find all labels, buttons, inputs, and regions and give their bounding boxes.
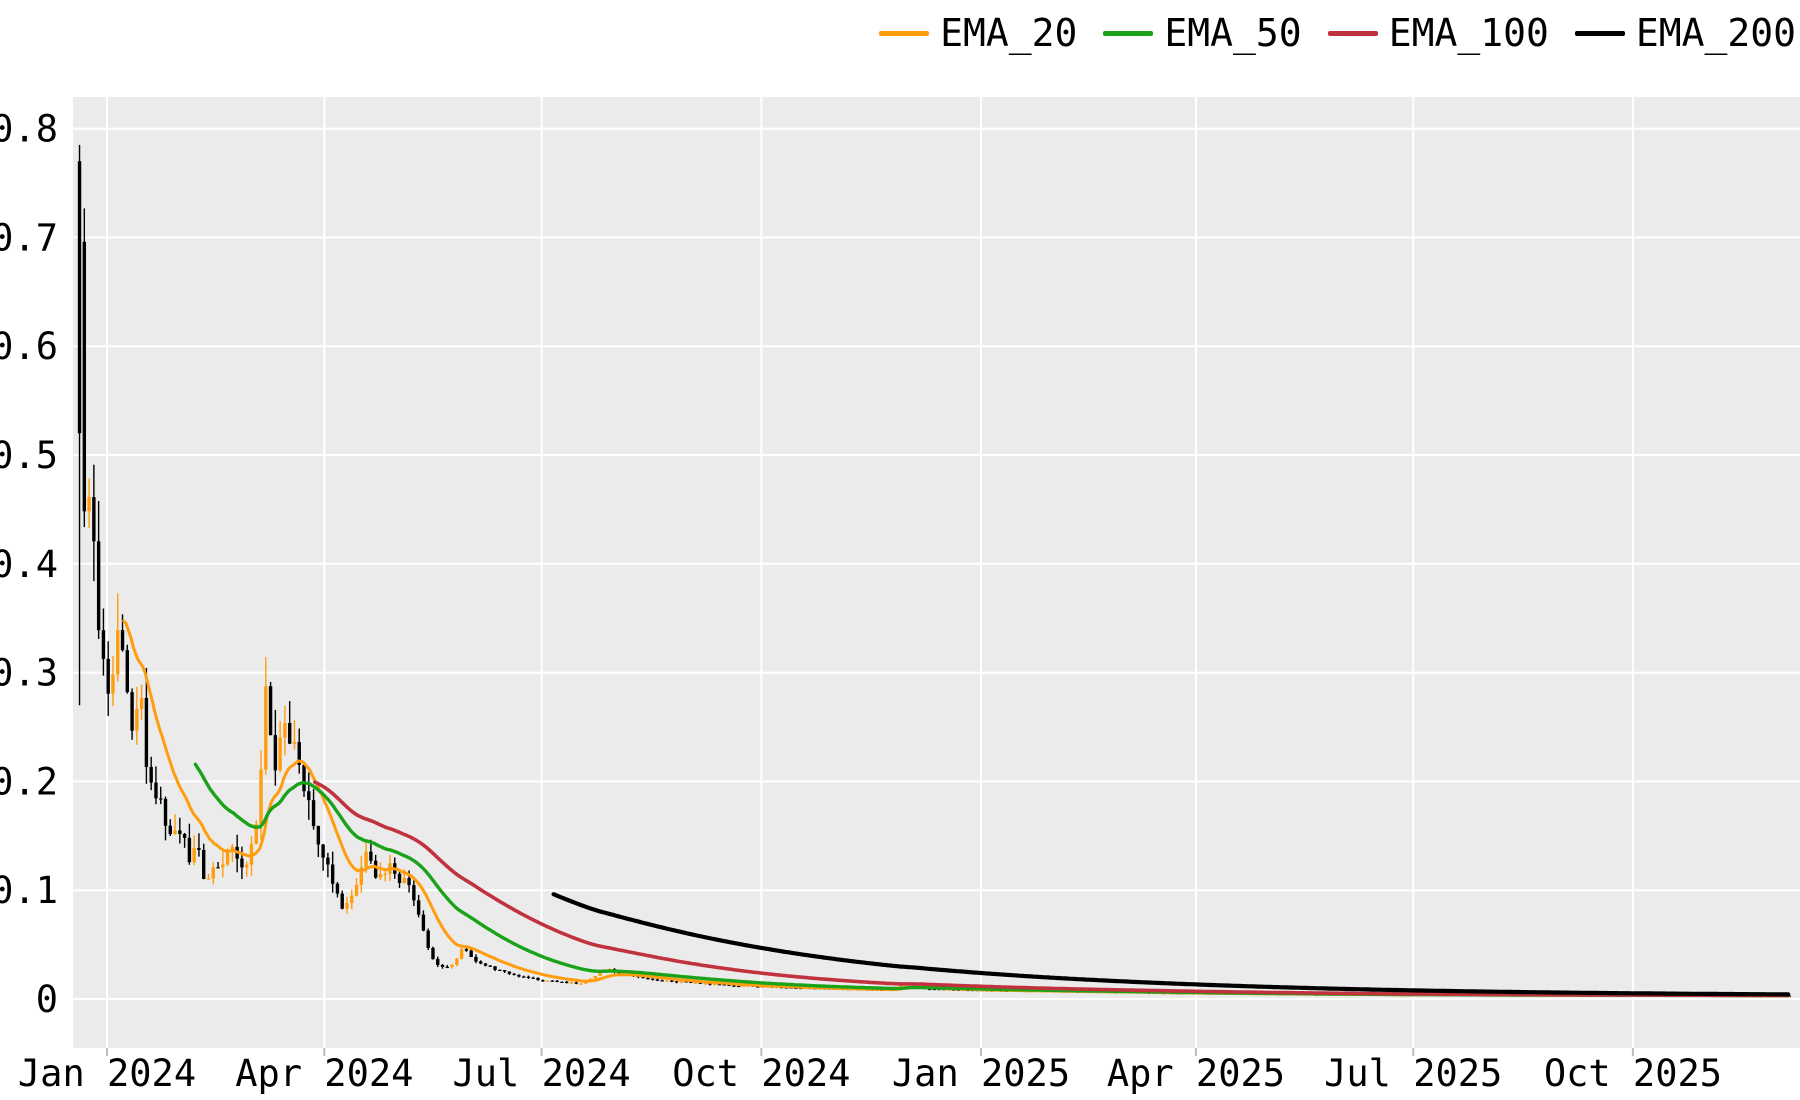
y-tick-label: 0.8 — [0, 108, 58, 151]
x-tick-label: Jan 2025 — [892, 1052, 1070, 1095]
legend-line-swatch-icon — [1103, 31, 1154, 37]
legend-line-swatch-icon — [1574, 31, 1625, 37]
y-tick-label: 0.6 — [0, 325, 58, 368]
y-tick-label: 0.1 — [0, 869, 58, 912]
plot-background — [73, 97, 1800, 1048]
x-tick-label: Oct 2025 — [1544, 1052, 1722, 1095]
legend-item-ema_20: EMA_20 — [879, 11, 1078, 55]
y-tick-label: 0.3 — [0, 652, 58, 695]
chart-legend: EMA_20 EMA_50 EMA_100 EMA_200 — [879, 11, 1796, 55]
legend-line-swatch-icon — [1327, 31, 1378, 37]
legend-line-swatch-icon — [879, 31, 930, 37]
gridlines — [73, 97, 1800, 1048]
legend-item-ema_100: EMA_100 — [1327, 11, 1549, 55]
x-tick-label: Apr 2024 — [235, 1052, 413, 1095]
tick-marks — [106, 1048, 1634, 1056]
y-tick-label: 0 — [36, 978, 58, 1021]
y-tick-label: 0.2 — [0, 760, 58, 803]
y-axis-labels: 0 0.1 0.2 0.3 0.4 0.5 0.6 0.7 0.8 — [0, 108, 58, 1021]
x-tick-label: Jul 2025 — [1324, 1052, 1502, 1095]
y-tick-label: 0.7 — [0, 216, 58, 259]
y-tick-label: 0.5 — [0, 434, 58, 477]
legend-item-ema_50: EMA_50 — [1103, 11, 1302, 55]
ema-lines — [122, 619, 1791, 998]
legend-label: EMA_20 — [940, 11, 1078, 55]
ema-line-100 — [312, 780, 1790, 998]
y-tick-label: 0.4 — [0, 543, 58, 586]
legend-label: EMA_200 — [1635, 11, 1796, 55]
x-tick-label: Apr 2025 — [1107, 1052, 1285, 1095]
x-axis-labels: Jan 2024 Apr 2024 Jul 2024 Oct 2024 Jan 2025… — [18, 1052, 1722, 1095]
legend-item-ema_200: EMA_200 — [1574, 11, 1796, 55]
x-tick-label: Jul 2024 — [453, 1052, 631, 1095]
x-tick-label: Jan 2024 — [18, 1052, 196, 1095]
x-tick-label: Oct 2024 — [672, 1052, 850, 1095]
ema-line-200 — [551, 892, 1791, 997]
legend-label: EMA_100 — [1388, 11, 1549, 55]
legend-label: EMA_50 — [1164, 11, 1302, 55]
